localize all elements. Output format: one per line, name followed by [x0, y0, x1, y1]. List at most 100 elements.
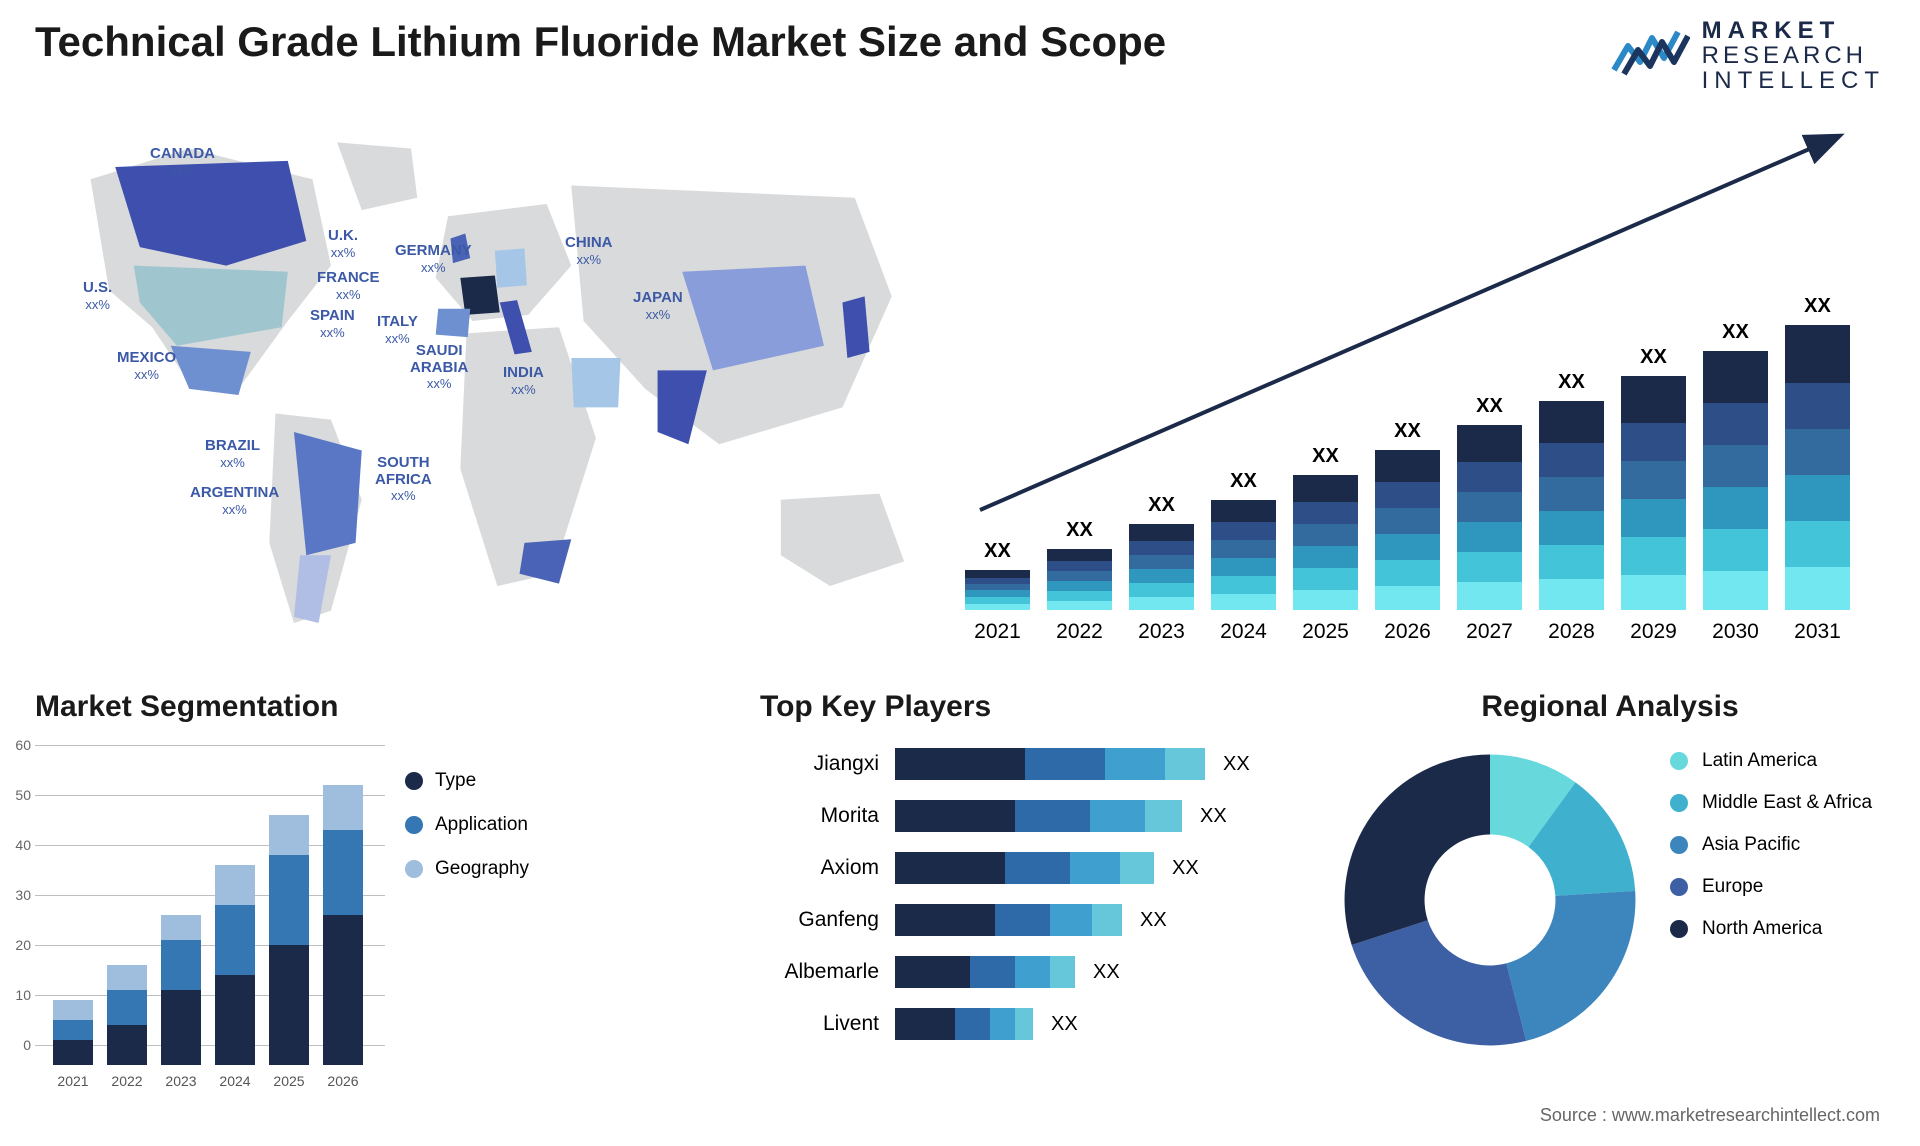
- world-map-svg: [35, 130, 935, 660]
- legend-label: Middle East & Africa: [1702, 792, 1872, 814]
- seg-legend-item: Type: [405, 770, 529, 792]
- kp-bar-segment: [1145, 800, 1182, 832]
- bar-segment: [1129, 597, 1194, 610]
- legend-dot: [1670, 878, 1688, 896]
- gridline: [35, 745, 385, 746]
- map-country-label: ARGENTINAxx%: [190, 485, 279, 518]
- page-title: Technical Grade Lithium Fluoride Market …: [35, 18, 1166, 66]
- bar-top-label: XX: [1703, 321, 1768, 344]
- segmentation-panel: Market Segmentation 01020304050602021202…: [35, 690, 595, 724]
- bar-segment: [1293, 475, 1358, 502]
- map-country: [436, 309, 471, 337]
- kp-bar-segment: [1092, 904, 1122, 936]
- legend-dot: [1670, 752, 1688, 770]
- header: Technical Grade Lithium Fluoride Market …: [35, 18, 1885, 94]
- map-country-label: CANADAxx%: [150, 146, 215, 179]
- kp-bar-segment: [895, 956, 970, 988]
- seg-x-label: 2023: [161, 1073, 201, 1089]
- kp-bar-segment: [990, 1008, 1015, 1040]
- bar-segment: [1621, 575, 1686, 610]
- bar-segment: [1375, 586, 1440, 610]
- map-country: [495, 248, 527, 287]
- bar-segment: [1293, 568, 1358, 590]
- y-tick-label: 30: [5, 887, 31, 903]
- seg-bar-segment: [161, 940, 201, 990]
- kp-bar-segment: [970, 956, 1015, 988]
- kp-bar-segment: [1050, 956, 1075, 988]
- bar-x-label: 2023: [1129, 620, 1194, 644]
- donut-slice: [1352, 920, 1527, 1045]
- legend-label: Asia Pacific: [1702, 834, 1800, 856]
- seg-bar-segment: [107, 990, 147, 1025]
- bar-segment: [1375, 450, 1440, 482]
- bar-segment: [1375, 534, 1440, 560]
- seg-bar-segment: [323, 830, 363, 915]
- bar-segment: [1539, 477, 1604, 511]
- bar-segment: [1785, 475, 1850, 521]
- bar-segment: [1457, 522, 1522, 552]
- main-bar: XX2030: [1703, 351, 1768, 610]
- bar-x-label: 2031: [1785, 620, 1850, 644]
- bar-segment: [1375, 508, 1440, 534]
- legend-label: North America: [1702, 918, 1822, 940]
- y-tick-label: 0: [5, 1037, 31, 1053]
- main-bar: XX2028: [1539, 401, 1604, 610]
- bar-x-label: 2029: [1621, 620, 1686, 644]
- seg-x-label: 2022: [107, 1073, 147, 1089]
- kp-bar-segment: [1015, 800, 1090, 832]
- seg-bar: 2023: [161, 915, 201, 1065]
- bar-x-label: 2021: [965, 620, 1030, 644]
- kp-row: MoritaXX: [760, 797, 1320, 835]
- bar-x-label: 2022: [1047, 620, 1112, 644]
- bar-segment: [1457, 425, 1522, 462]
- bar-segment: [1703, 351, 1768, 403]
- kp-value-label: XX: [1140, 909, 1167, 932]
- legend-dot: [1670, 794, 1688, 812]
- bar-x-label: 2030: [1703, 620, 1768, 644]
- bar-segment: [1211, 558, 1276, 576]
- seg-bar-segment: [215, 905, 255, 975]
- main-bar: XX2029: [1621, 376, 1686, 610]
- map-country-label: U.K.xx%: [328, 228, 358, 261]
- kp-label: Morita: [760, 804, 895, 828]
- bar-x-label: 2024: [1211, 620, 1276, 644]
- regional-heading: Regional Analysis: [1330, 690, 1890, 724]
- kp-bar: [895, 904, 1122, 936]
- bar-segment: [1785, 429, 1850, 475]
- main-bar: XX2022: [1047, 549, 1112, 610]
- bar-segment: [1047, 561, 1112, 571]
- kp-bar-segment: [1105, 748, 1165, 780]
- donut-slice: [1345, 755, 1490, 945]
- seg-bar-segment: [269, 945, 309, 1065]
- bar-segment: [1621, 499, 1686, 537]
- main-bar: XX2023: [1129, 524, 1194, 610]
- bar-segment: [965, 597, 1030, 604]
- bar-segment: [1211, 522, 1276, 540]
- kp-bar-segment: [895, 852, 1005, 884]
- bar-segment: [1703, 529, 1768, 571]
- main-bar: XX2021: [965, 570, 1030, 610]
- main-bar: XX2024: [1211, 500, 1276, 610]
- bar-segment: [1047, 571, 1112, 581]
- bar-x-label: 2026: [1375, 620, 1440, 644]
- bar-segment: [1703, 487, 1768, 529]
- kp-label: Ganfeng: [760, 908, 895, 932]
- bar-segment: [1539, 401, 1604, 443]
- bar-segment: [1293, 590, 1358, 610]
- bar-top-label: XX: [1457, 395, 1522, 418]
- seg-bar-segment: [161, 915, 201, 940]
- seg-bar-segment: [161, 990, 201, 1065]
- brand-logo: MARKET RESEARCH INTELLECT: [1610, 18, 1885, 94]
- legend-dot: [1670, 920, 1688, 938]
- main-bar: XX2026: [1375, 450, 1440, 610]
- kp-value-label: XX: [1172, 857, 1199, 880]
- kp-bar: [895, 800, 1182, 832]
- regional-legend: Latin AmericaMiddle East & AfricaAsia Pa…: [1670, 750, 1872, 960]
- kp-label: Albemarle: [760, 960, 895, 984]
- kp-bar-segment: [895, 1008, 955, 1040]
- kp-bar-segment: [955, 1008, 990, 1040]
- bar-segment: [1539, 579, 1604, 610]
- bar-segment: [1621, 537, 1686, 575]
- logo-line1: MARKET: [1702, 18, 1885, 43]
- map-country-label: SOUTHAFRICAxx%: [375, 455, 432, 505]
